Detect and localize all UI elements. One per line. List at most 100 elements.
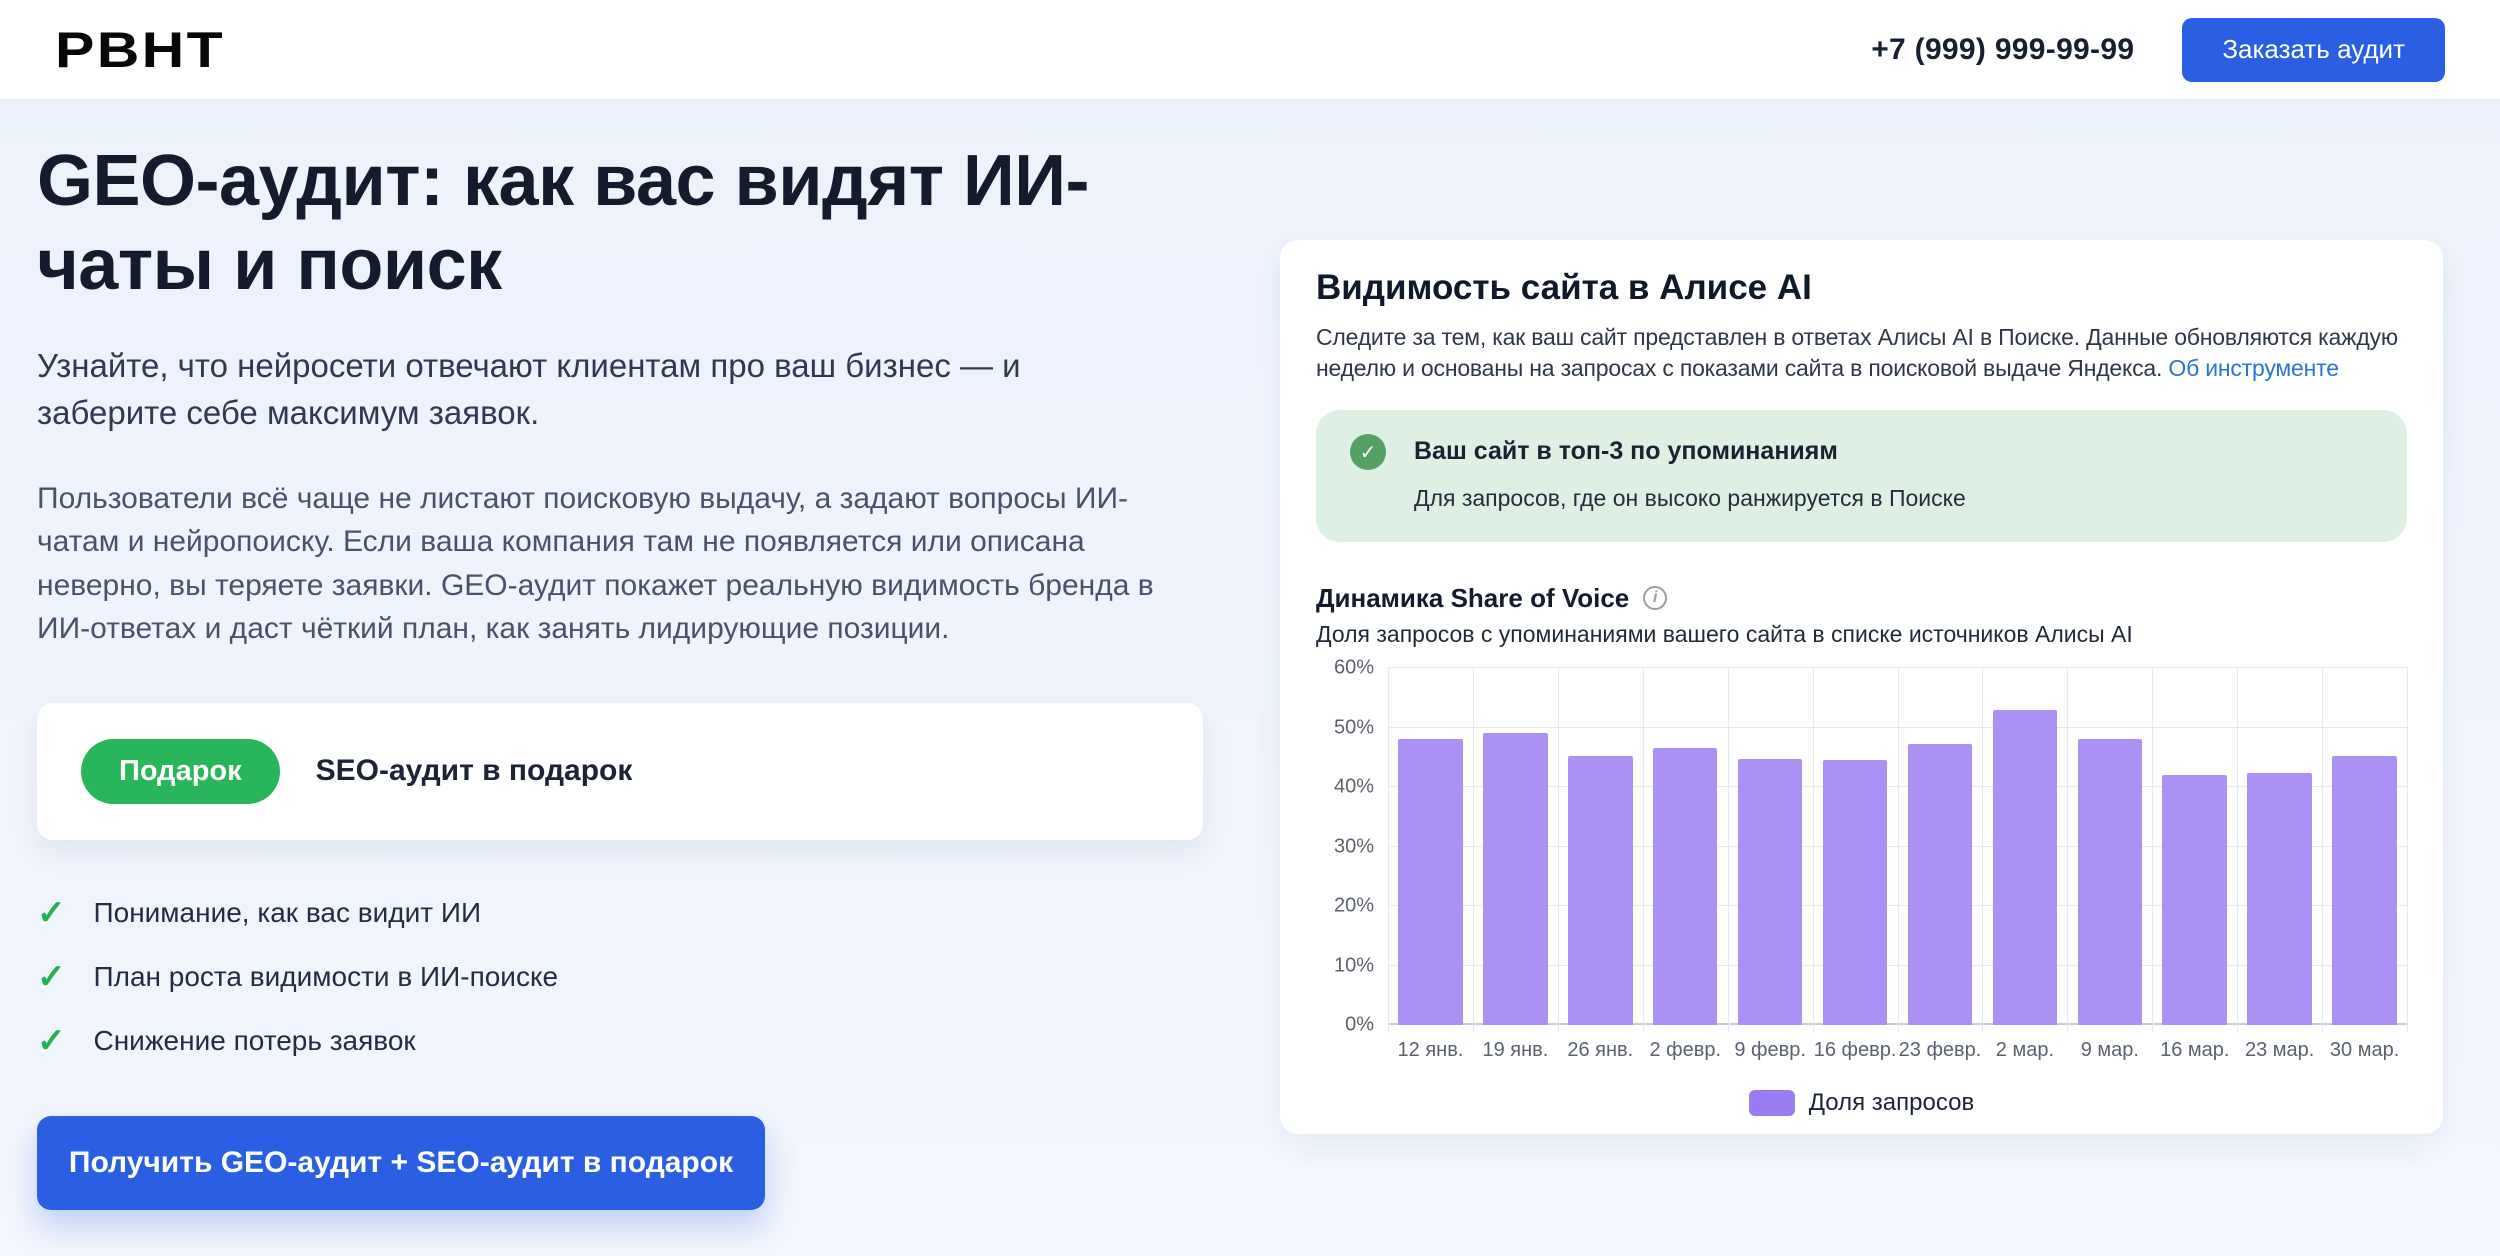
y-axis-label: 0%	[1345, 1013, 1374, 1036]
page-title: GEO-аудит: как вас видят ИИ-чаты и поиск	[37, 141, 1090, 305]
gift-card-text: SEO-аудит в подарок	[315, 754, 633, 788]
bar-cell	[1728, 668, 1813, 1025]
gridline	[1557, 668, 1559, 1033]
bar	[2077, 739, 2143, 1025]
bar	[1398, 739, 1463, 1025]
gift-card: Подарок SEO-аудит в подарок	[37, 702, 1203, 840]
bar	[1483, 733, 1548, 1025]
bar	[1992, 709, 2058, 1025]
check-circle-icon: ✓	[1350, 434, 1386, 470]
y-axis: 0% 10% 20% 30% 40% 50% 60%	[1316, 657, 1388, 1036]
check-icon: ✓	[37, 957, 66, 996]
widget-description: Следите за тем, как ваш сайт представлен…	[1316, 322, 2407, 384]
bar-cell	[2322, 668, 2407, 1025]
alert-subtitle: Для запросов, где он высоко ранжируется …	[1414, 485, 1966, 511]
chart-subtitle: Доля запросов с упоминаниями вашего сайт…	[1316, 621, 2133, 647]
gridline	[1388, 667, 2407, 668]
x-axis-label: 2 февр.	[1649, 1039, 1721, 1061]
x-axis-label: 19 янв.	[1482, 1039, 1549, 1061]
x-axis-label: 26 янв.	[1567, 1039, 1634, 1061]
gridline	[1727, 668, 1729, 1033]
x-axis: 12 янв. 19 янв. 26 янв. 2 февр. 9 февр. 16 фе…	[1388, 1025, 2407, 1062]
x-axis-label: 30 мар.	[2329, 1039, 2400, 1061]
order-audit-button[interactable]: Заказать аудит	[2182, 17, 2445, 82]
bar	[1568, 756, 1633, 1025]
y-axis-label: 10%	[1333, 954, 1374, 976]
y-axis-label: 60%	[1333, 656, 1374, 679]
gridline	[1472, 668, 1474, 1033]
bar-cell	[1982, 668, 2067, 1025]
bar-cell	[2237, 668, 2322, 1025]
x-axis-label: 23 февр.	[1898, 1039, 1982, 1061]
bar-cell	[1898, 668, 1983, 1025]
x-axis-label: 2 мар.	[1995, 1039, 2055, 1061]
top-bar: РВНТ +7 (999) 999-99-99 Заказать аудит	[0, 0, 2500, 100]
bar	[2247, 772, 2312, 1025]
y-axis-label: 30%	[1333, 835, 1374, 857]
gridline	[1642, 668, 1644, 1033]
chart-header: Динамика Share of Voice i	[1316, 582, 2407, 614]
info-icon[interactable]: i	[1643, 586, 1668, 610]
bar-cell	[2152, 668, 2237, 1025]
bar	[1907, 744, 1973, 1025]
legend-swatch	[1748, 1090, 1795, 1116]
chart-title: Динамика Share of Voice	[1316, 583, 1630, 613]
hero-section: GEO-аудит: как вас видят ИИ-чаты и поиск…	[37, 140, 1207, 1210]
gridline	[2067, 668, 2069, 1033]
x-axis-label: 16 мар.	[2160, 1039, 2230, 1061]
bar-cell	[1558, 668, 1643, 1025]
benefits-list: ✓ Понимание, как вас видит ИИ ✓ План рос…	[37, 896, 1207, 1058]
bar-cell	[2067, 668, 2152, 1025]
gridline	[1812, 668, 1814, 1033]
get-audit-button[interactable]: Получить GEO-аудит + SEO-аудит в подарок	[37, 1115, 765, 1210]
widget-description-text: Следите за тем, как ваш сайт представлен…	[1316, 324, 2398, 381]
logo: РВНТ	[55, 21, 226, 78]
gridline	[2407, 668, 2408, 1033]
gridline	[2322, 668, 2324, 1033]
gridline	[1982, 668, 1984, 1033]
bar-series	[1388, 668, 2407, 1025]
check-icon: ✓	[37, 893, 66, 932]
benefit-label: Снижение потерь заявок	[93, 1024, 416, 1056]
visibility-widget-card: Видимость сайта в Алисе AI Следите за те…	[1280, 240, 2443, 1134]
bar-cell	[1643, 668, 1728, 1025]
chart-legend: Доля запросов	[1316, 1088, 2407, 1118]
gift-badge: Подарок	[81, 738, 280, 804]
x-axis-label: 9 мар.	[2080, 1039, 2139, 1061]
gridline	[2152, 668, 2154, 1033]
widget-title: Видимость сайта в Алисе AI	[1316, 268, 1812, 307]
about-tool-link[interactable]: Об инструменте	[2168, 355, 2339, 381]
gridline	[1388, 668, 1389, 1033]
hero-paragraph: Пользователи всё чаще не листают поисков…	[37, 481, 1154, 646]
list-item: ✓ План роста видимости в ИИ-поиске	[37, 960, 1207, 994]
check-icon: ✓	[37, 1021, 66, 1060]
bar-cell	[1388, 668, 1473, 1025]
y-axis-label: 20%	[1333, 894, 1374, 917]
y-axis-label: 50%	[1333, 716, 1374, 738]
phone-link[interactable]: +7 (999) 999-99-99	[1871, 32, 2135, 66]
bar	[1822, 760, 1888, 1025]
bar	[1652, 747, 1718, 1025]
x-axis-label: 23 мар.	[2245, 1039, 2315, 1061]
bar	[2332, 756, 2397, 1025]
share-of-voice-chart: 0% 10% 20% 30% 40% 50% 60% 12 янв. 19 янв. 26 ян…	[1316, 657, 2408, 1118]
chart-plot-area	[1388, 667, 2408, 1033]
gridline	[2237, 668, 2239, 1033]
hero-subtitle: Узнайте, что нейросети отвечают клиентам…	[37, 347, 1021, 431]
benefit-label: План роста видимости в ИИ-поиске	[93, 960, 559, 992]
list-item: ✓ Понимание, как вас видит ИИ	[37, 896, 1207, 930]
alert-title: Ваш сайт в топ-3 по упоминаниям	[1414, 437, 1838, 465]
bar-cell	[1813, 668, 1898, 1025]
x-axis-label: 16 февр.	[1813, 1039, 1897, 1061]
bar	[2162, 774, 2228, 1025]
benefit-label: Понимание, как вас видит ИИ	[93, 896, 482, 928]
list-item: ✓ Снижение потерь заявок	[37, 1024, 1207, 1058]
bar-cell	[1473, 668, 1558, 1025]
gridline	[1897, 668, 1899, 1033]
x-axis-label: 12 янв.	[1397, 1039, 1464, 1061]
x-axis-label: 9 февр.	[1734, 1039, 1806, 1061]
y-axis-label: 40%	[1333, 775, 1374, 798]
bar	[1737, 759, 1803, 1025]
legend-label: Доля запросов	[1808, 1089, 1975, 1116]
top3-alert: ✓ Ваш сайт в топ-3 по упоминаниям Для за…	[1316, 410, 2407, 542]
